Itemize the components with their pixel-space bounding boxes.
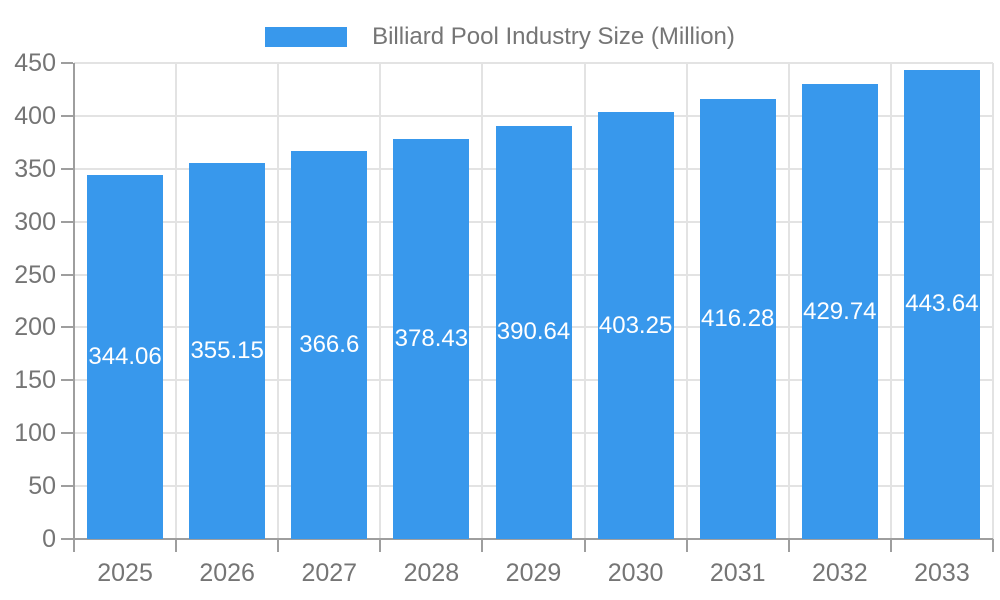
bar-value-label: 366.6 <box>299 331 360 359</box>
y-tick-label: 0 <box>42 525 56 553</box>
y-tick-label: 400 <box>14 101 56 130</box>
x-axis-tick <box>277 539 280 552</box>
gridline-vertical <box>481 63 484 539</box>
y-axis-tick <box>61 485 73 488</box>
gridline-vertical <box>379 63 382 539</box>
gridline-vertical <box>277 63 280 539</box>
x-axis-tick <box>889 539 892 552</box>
y-axis-tick <box>61 326 73 329</box>
x-axis-tick <box>481 539 484 552</box>
gridline-vertical <box>685 63 688 539</box>
bar[interactable] <box>495 125 572 539</box>
bar[interactable] <box>801 84 878 539</box>
bar[interactable] <box>393 138 470 539</box>
bar-value-label: 390.64 <box>496 318 571 346</box>
legend-label: Billiard Pool Industry Size (Million) <box>372 23 735 50</box>
x-tick-label: 2031 <box>709 559 766 587</box>
x-axis-tick <box>685 539 688 552</box>
y-axis-tick <box>61 379 73 382</box>
bar[interactable] <box>699 98 776 539</box>
plot-area: 344.06 355.15 366.6 378.43 390.64 403.25 416.2… <box>61 62 994 552</box>
x-axis-tick <box>787 539 790 552</box>
y-tick-label: 100 <box>14 419 56 448</box>
bar-value-label: 429.74 <box>803 297 877 325</box>
x-axis-tick <box>992 539 994 552</box>
y-tick-label: 50 <box>28 472 56 501</box>
x-tick-label: 2027 <box>301 559 358 587</box>
x-axis-tick <box>73 539 75 552</box>
y-axis-tick <box>61 114 73 117</box>
x-tick-label: 2030 <box>607 559 664 587</box>
x-axis-line <box>74 538 993 540</box>
y-axis-tick <box>61 538 73 540</box>
bar[interactable] <box>189 163 266 539</box>
x-axis-tick <box>379 539 382 552</box>
x-tick-label: 2025 <box>97 559 153 587</box>
y-axis-tick <box>61 273 73 276</box>
gridline-vertical <box>992 63 994 539</box>
bar-value-label: 355.15 <box>190 337 264 365</box>
bar-value-label: 403.25 <box>598 311 673 339</box>
y-tick-label: 300 <box>14 207 56 236</box>
y-tick-label: 250 <box>14 260 56 289</box>
y-tick-label: 350 <box>14 154 56 183</box>
bar-value-label: 443.64 <box>905 290 979 318</box>
y-axis-tick <box>61 220 73 223</box>
x-axis-tick <box>175 539 178 552</box>
y-axis-tick <box>61 432 73 435</box>
gridline-vertical <box>583 63 586 539</box>
gridline-horizontal <box>74 62 993 64</box>
gridline-vertical <box>889 63 892 539</box>
y-axis-tick <box>61 62 73 64</box>
y-tick-label: 150 <box>14 366 56 395</box>
gridline-vertical <box>787 63 790 539</box>
gridline-horizontal <box>74 114 993 117</box>
bar[interactable] <box>597 112 674 539</box>
bar-value-label: 378.43 <box>394 324 469 352</box>
legend-item[interactable]: Billiard Pool Industry Size (Million) <box>0 22 1000 52</box>
x-tick-label: 2026 <box>199 559 255 587</box>
x-tick-label: 2032 <box>812 559 868 587</box>
y-tick-label: 450 <box>14 49 56 77</box>
bar[interactable] <box>903 69 980 539</box>
x-tick-label: 2029 <box>505 559 562 587</box>
x-axis-tick <box>583 539 586 552</box>
bar[interactable] <box>87 175 164 539</box>
gridline-vertical <box>175 63 178 539</box>
y-axis-tick <box>61 167 73 170</box>
legend-swatch <box>265 27 348 47</box>
bar[interactable] <box>291 151 368 539</box>
y-tick-label: 200 <box>14 313 56 342</box>
x-tick-label: 2033 <box>914 559 970 587</box>
x-tick-label: 2028 <box>403 559 460 587</box>
bar-value-label: 416.28 <box>701 304 775 332</box>
bar-value-label: 344.06 <box>88 343 162 371</box>
y-axis-line <box>73 63 75 539</box>
